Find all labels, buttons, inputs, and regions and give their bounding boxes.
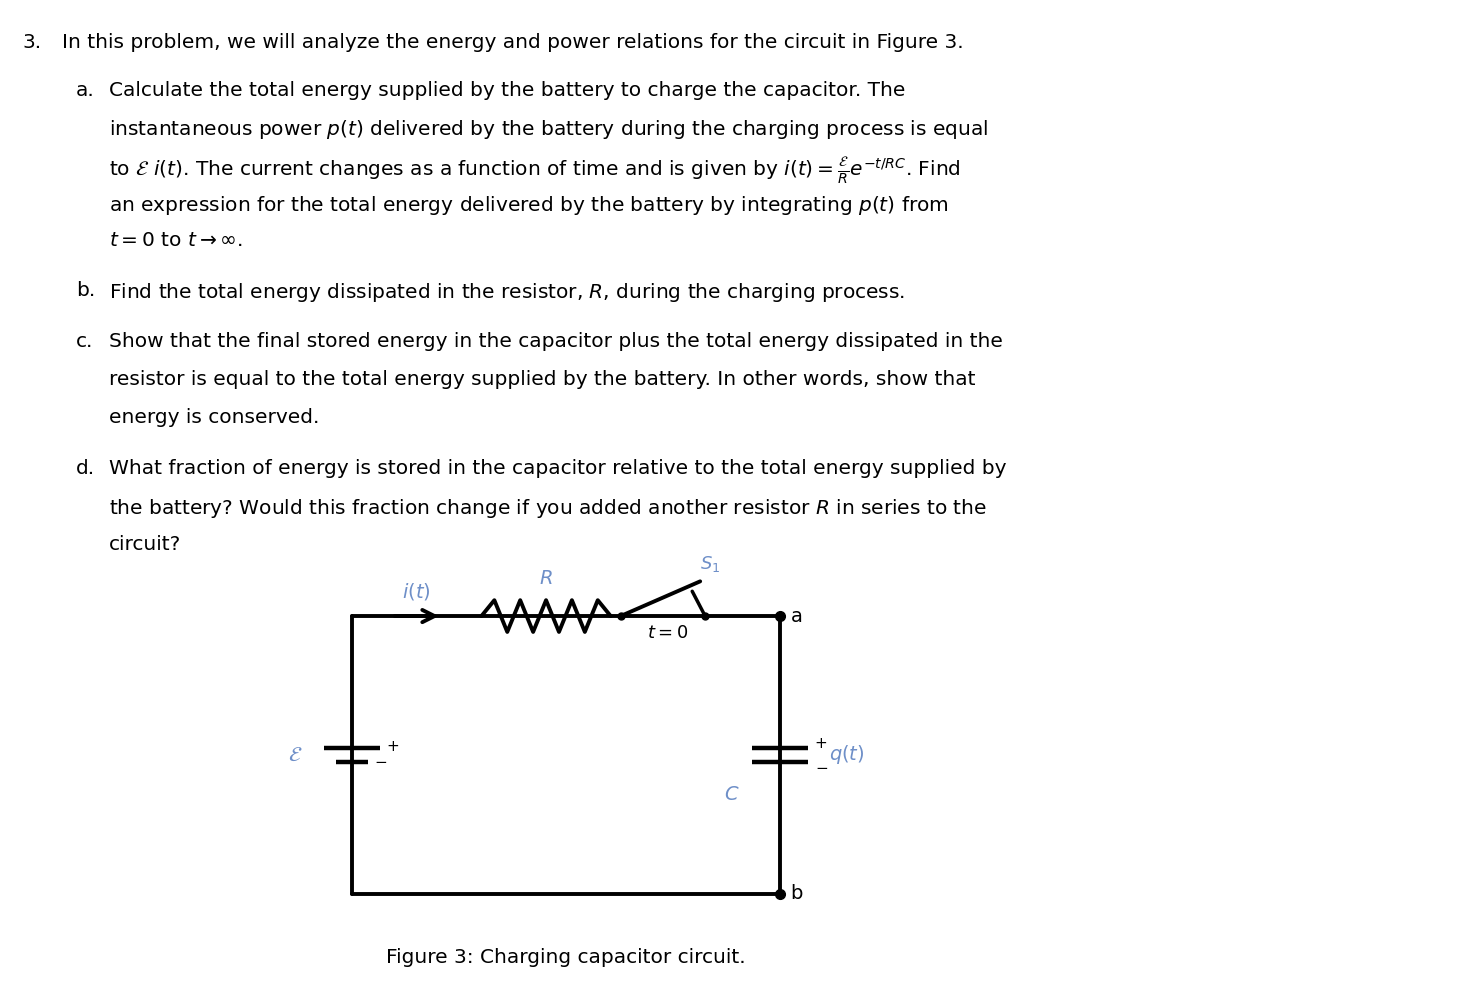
Text: 3.: 3. (22, 33, 41, 52)
Text: resistor is equal to the total energy supplied by the battery. In other words, s: resistor is equal to the total energy su… (108, 371, 975, 389)
Text: Figure 3: Charging capacitor circuit.: Figure 3: Charging capacitor circuit. (385, 949, 746, 968)
Text: an expression for the total energy delivered by the battery by integrating $p(t): an expression for the total energy deliv… (108, 193, 949, 217)
Text: $-$: $-$ (374, 753, 387, 768)
Text: In this problem, we will analyze the energy and power relations for the circuit : In this problem, we will analyze the ene… (61, 33, 964, 52)
Text: $C$: $C$ (724, 784, 740, 804)
Text: $t = 0$: $t = 0$ (647, 624, 689, 642)
Text: energy is conserved.: energy is conserved. (108, 408, 318, 427)
Text: b.: b. (76, 281, 95, 300)
Text: +: + (385, 739, 399, 754)
Text: c.: c. (76, 332, 93, 351)
Text: $-$: $-$ (815, 759, 828, 774)
Text: instantaneous power $p(t)$ delivered by the battery during the charging process : instantaneous power $p(t)$ delivered by … (108, 118, 988, 141)
Text: to $\mathcal{E}\ i(t)$. The current changes as a function of time and is given b: to $\mathcal{E}\ i(t)$. The current chan… (108, 156, 961, 186)
Text: the battery? Would this fraction change if you added another resistor $R$ in ser: the battery? Would this fraction change … (108, 497, 987, 520)
Text: Find the total energy dissipated in the resistor, $R$, during the charging proce: Find the total energy dissipated in the … (108, 281, 905, 304)
Text: $i(t)$: $i(t)$ (403, 581, 431, 602)
Text: a.: a. (76, 81, 95, 100)
Text: $q(t)$: $q(t)$ (829, 743, 864, 766)
Text: d.: d. (76, 459, 95, 478)
Text: a: a (791, 606, 803, 625)
Text: b: b (791, 884, 803, 903)
Text: What fraction of energy is stored in the capacitor relative to the total energy : What fraction of energy is stored in the… (108, 459, 1006, 478)
Text: +: + (815, 735, 828, 750)
Text: Calculate the total energy supplied by the battery to charge the capacitor. The: Calculate the total energy supplied by t… (108, 81, 905, 100)
Text: $t = 0$ to $t \rightarrow \infty$.: $t = 0$ to $t \rightarrow \infty$. (108, 232, 242, 251)
Text: $\mathcal{E}$: $\mathcal{E}$ (288, 745, 302, 765)
Text: $S_1$: $S_1$ (701, 555, 720, 574)
Text: circuit?: circuit? (108, 535, 181, 554)
Text: Show that the final stored energy in the capacitor plus the total energy dissipa: Show that the final stored energy in the… (108, 332, 1003, 351)
Text: $R$: $R$ (539, 569, 553, 588)
